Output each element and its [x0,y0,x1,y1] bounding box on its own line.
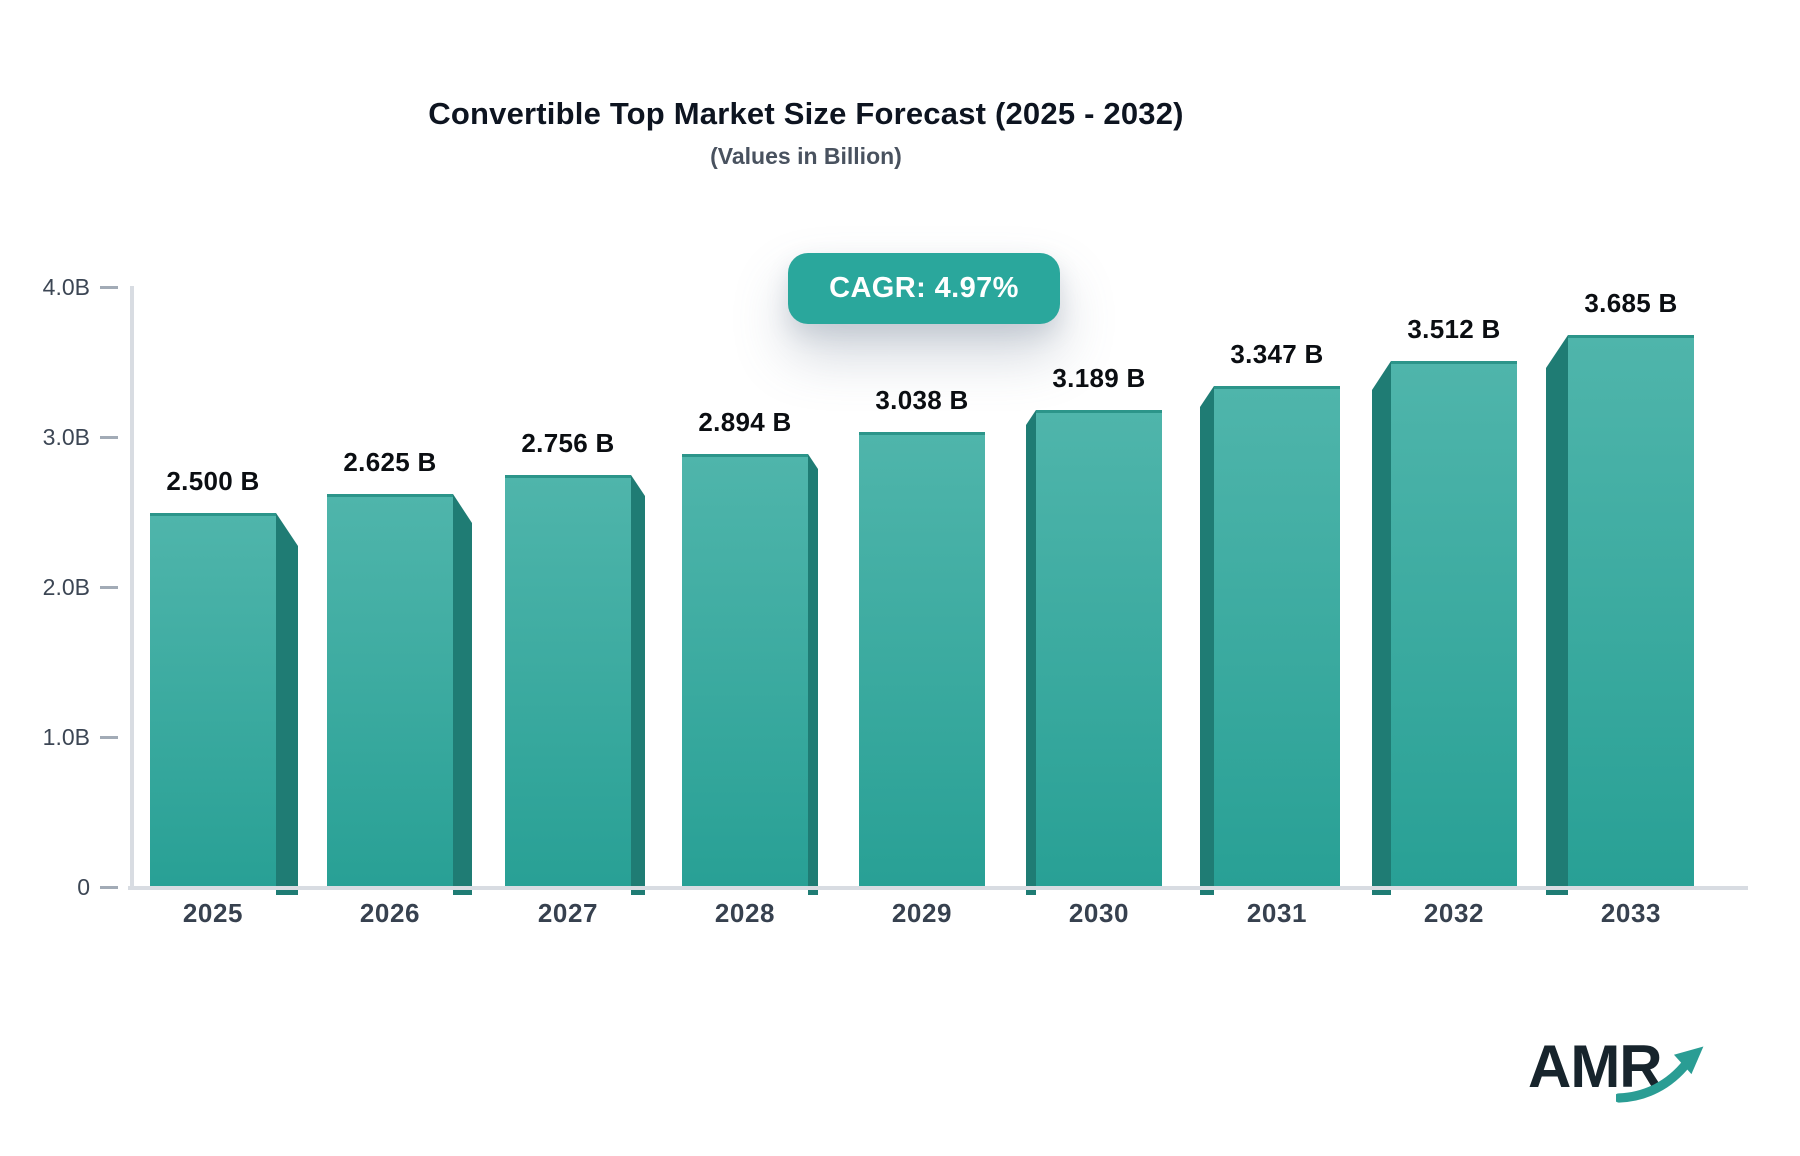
bar-value-label: 3.685 B [1584,288,1678,318]
amr-logo: AMR [1528,1032,1718,1112]
bar-value-label: 3.512 B [1407,314,1501,344]
bar-3d-side [631,475,645,895]
trending-up-arrow-icon [1616,1046,1704,1103]
bar-3d-side [808,454,818,895]
bar-value-label: 2.625 B [343,447,437,477]
bar-3d-side [1200,386,1214,895]
chart-title: Convertible Top Market Size Forecast (20… [428,96,1184,131]
y-tick-label: 3.0B [42,424,90,450]
y-tick-label: 4.0B [42,274,90,300]
cagr-badge-label: CAGR: 4.97% [829,272,1019,304]
y-tick [100,736,118,739]
bar-value-label: 3.189 B [1052,363,1146,393]
cagr-badge: CAGR: 4.97% [788,253,1060,324]
y-tick [100,286,118,289]
amr-logo-text: AMR [1528,1033,1663,1100]
y-axis-line [130,286,134,890]
bar-value-label: 3.347 B [1230,339,1324,369]
bar-3d-side [453,494,472,895]
bar [682,454,808,888]
bar-value-label: 2.756 B [521,428,615,458]
bar-value-label: 2.894 B [698,407,792,437]
bar-3d-side [1026,410,1036,895]
bar [505,475,631,888]
y-tick [100,436,118,439]
y-tick [100,586,118,589]
x-axis-label: 2031 [1246,898,1308,928]
y-tick-label: 1.0B [42,724,90,750]
x-axis-label: 2032 [1423,898,1485,928]
x-axis-label: 2026 [359,898,421,928]
bar-3d-side [1372,361,1391,895]
bar-value-label: 3.038 B [875,385,969,415]
bar [327,494,453,888]
bar [150,513,276,888]
x-axis-line [128,886,1748,890]
bar [1214,386,1340,888]
chart-header: Convertible Top Market Size Forecast (20… [6,96,1606,170]
y-tick-label: 0 [77,874,90,900]
y-tick-label: 2.0B [42,574,90,600]
x-axis-label: 2027 [537,898,599,928]
bar-value-label: 2.500 B [166,466,260,496]
x-axis-label: 2025 [182,898,244,928]
y-tick [100,886,118,889]
chart-subtitle: (Values in Billion) [710,143,902,169]
bar [1036,410,1162,888]
bar [1568,335,1694,888]
x-axis-label: 2028 [714,898,776,928]
bar-3d-side [276,513,298,895]
bar-3d-side [1546,335,1568,895]
x-axis-label: 2033 [1600,898,1662,928]
x-axis-label: 2029 [891,898,953,928]
bar [859,432,985,888]
bar [1391,361,1517,888]
x-axis-label: 2030 [1068,898,1130,928]
